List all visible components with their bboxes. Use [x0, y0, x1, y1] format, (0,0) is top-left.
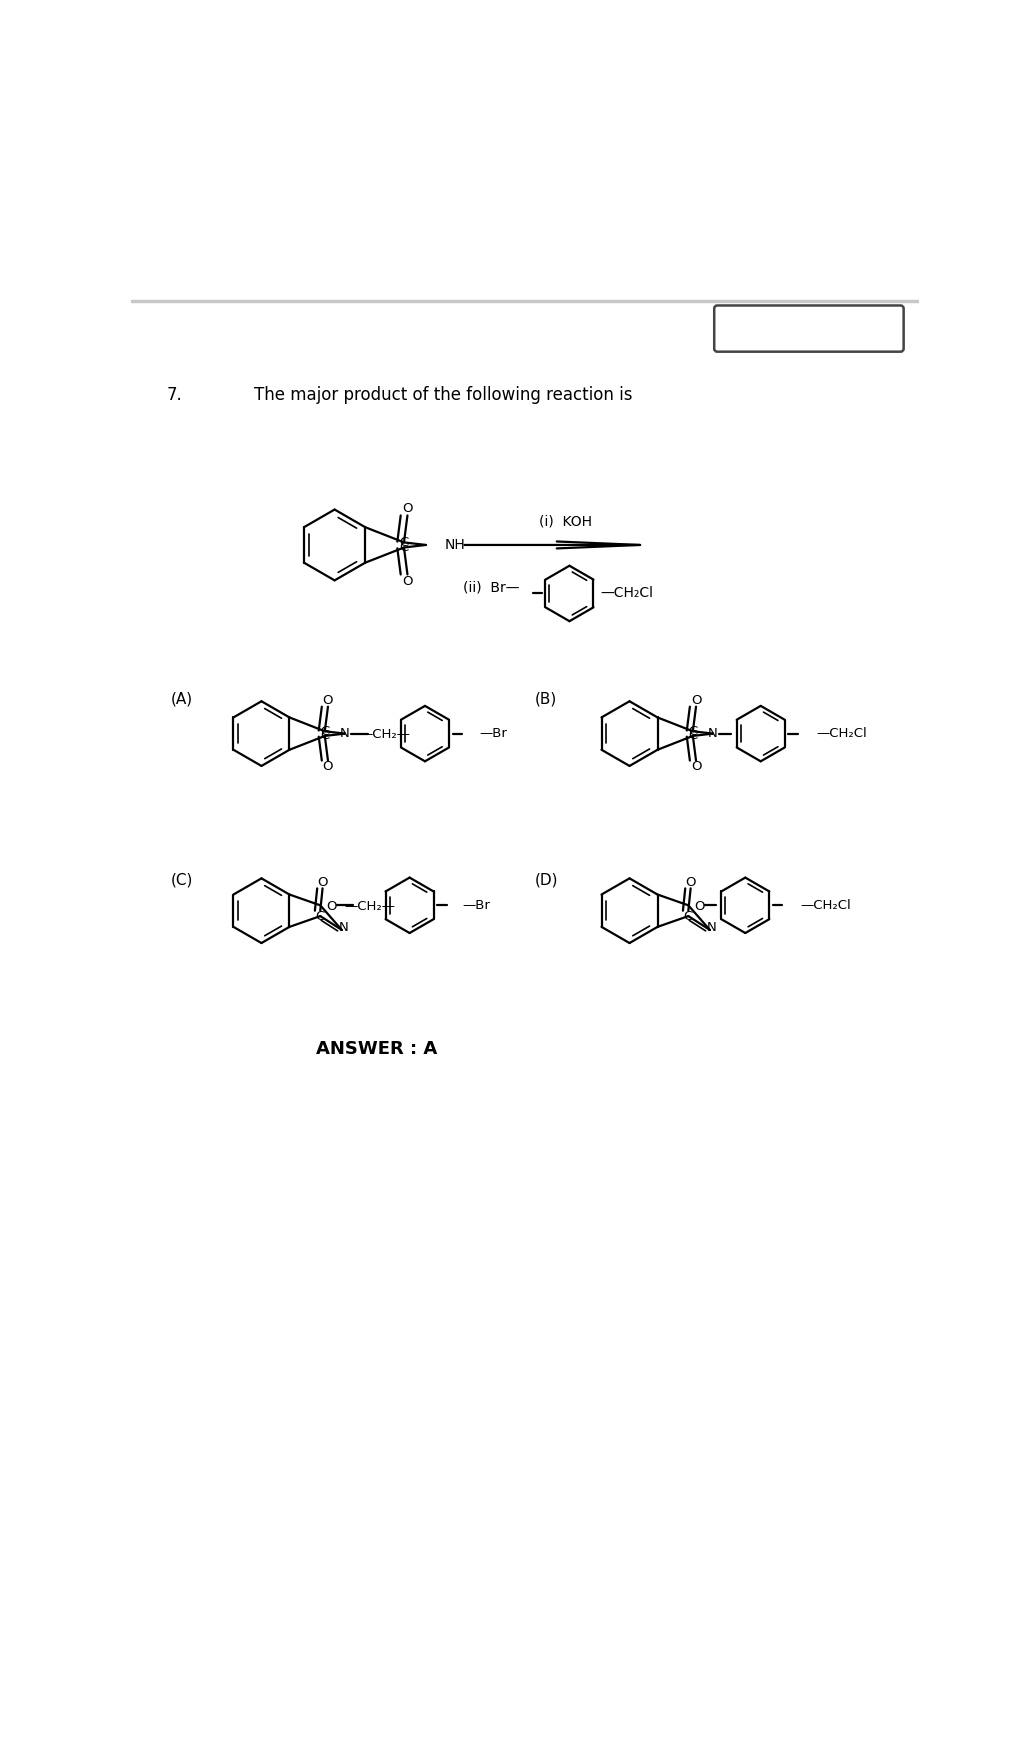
Text: O: O — [323, 760, 333, 774]
Text: O: O — [317, 875, 328, 889]
Text: (B): (B) — [535, 691, 557, 707]
Text: O: O — [694, 900, 705, 914]
Text: CHEMISTRY: CHEMISTRY — [751, 320, 867, 338]
Text: N: N — [340, 726, 350, 740]
Text: ANSWER : A: ANSWER : A — [316, 1040, 437, 1059]
Text: (ii)  Br—: (ii) Br— — [463, 581, 520, 595]
Text: N: N — [708, 726, 718, 740]
Text: —CH₂Cl: —CH₂Cl — [600, 586, 653, 600]
Text: O: O — [685, 875, 696, 889]
Text: C: C — [399, 541, 409, 555]
Text: O: O — [691, 695, 701, 707]
Text: C: C — [684, 910, 693, 922]
Text: N: N — [707, 920, 717, 934]
Text: C: C — [688, 724, 697, 738]
Text: —Br: —Br — [462, 900, 489, 912]
Text: (D): (D) — [535, 873, 558, 887]
Text: —CH₂Cl: —CH₂Cl — [816, 726, 867, 740]
Text: (A): (A) — [171, 691, 193, 707]
Text: O: O — [323, 695, 333, 707]
Text: C: C — [321, 730, 330, 742]
Text: —Br: —Br — [479, 726, 507, 740]
Text: —CH₂Cl: —CH₂Cl — [801, 900, 852, 912]
Text: 7.: 7. — [167, 385, 182, 404]
Text: C: C — [321, 724, 330, 738]
Text: C: C — [315, 910, 325, 922]
Text: O: O — [691, 760, 701, 774]
Text: The major product of the following reaction is: The major product of the following react… — [254, 385, 632, 404]
FancyBboxPatch shape — [714, 306, 903, 352]
Text: (i)  KOH: (i) KOH — [539, 514, 592, 528]
Text: —CH₂—: —CH₂— — [359, 728, 411, 740]
Text: NH: NH — [444, 537, 465, 551]
Text: (C): (C) — [171, 873, 193, 887]
Text: C: C — [399, 536, 409, 550]
Text: N: N — [339, 920, 348, 934]
Text: —CH₂—: —CH₂— — [344, 900, 395, 912]
Text: O: O — [402, 502, 413, 514]
Text: C: C — [688, 730, 697, 742]
Text: O: O — [326, 900, 336, 914]
Text: O: O — [402, 574, 413, 588]
